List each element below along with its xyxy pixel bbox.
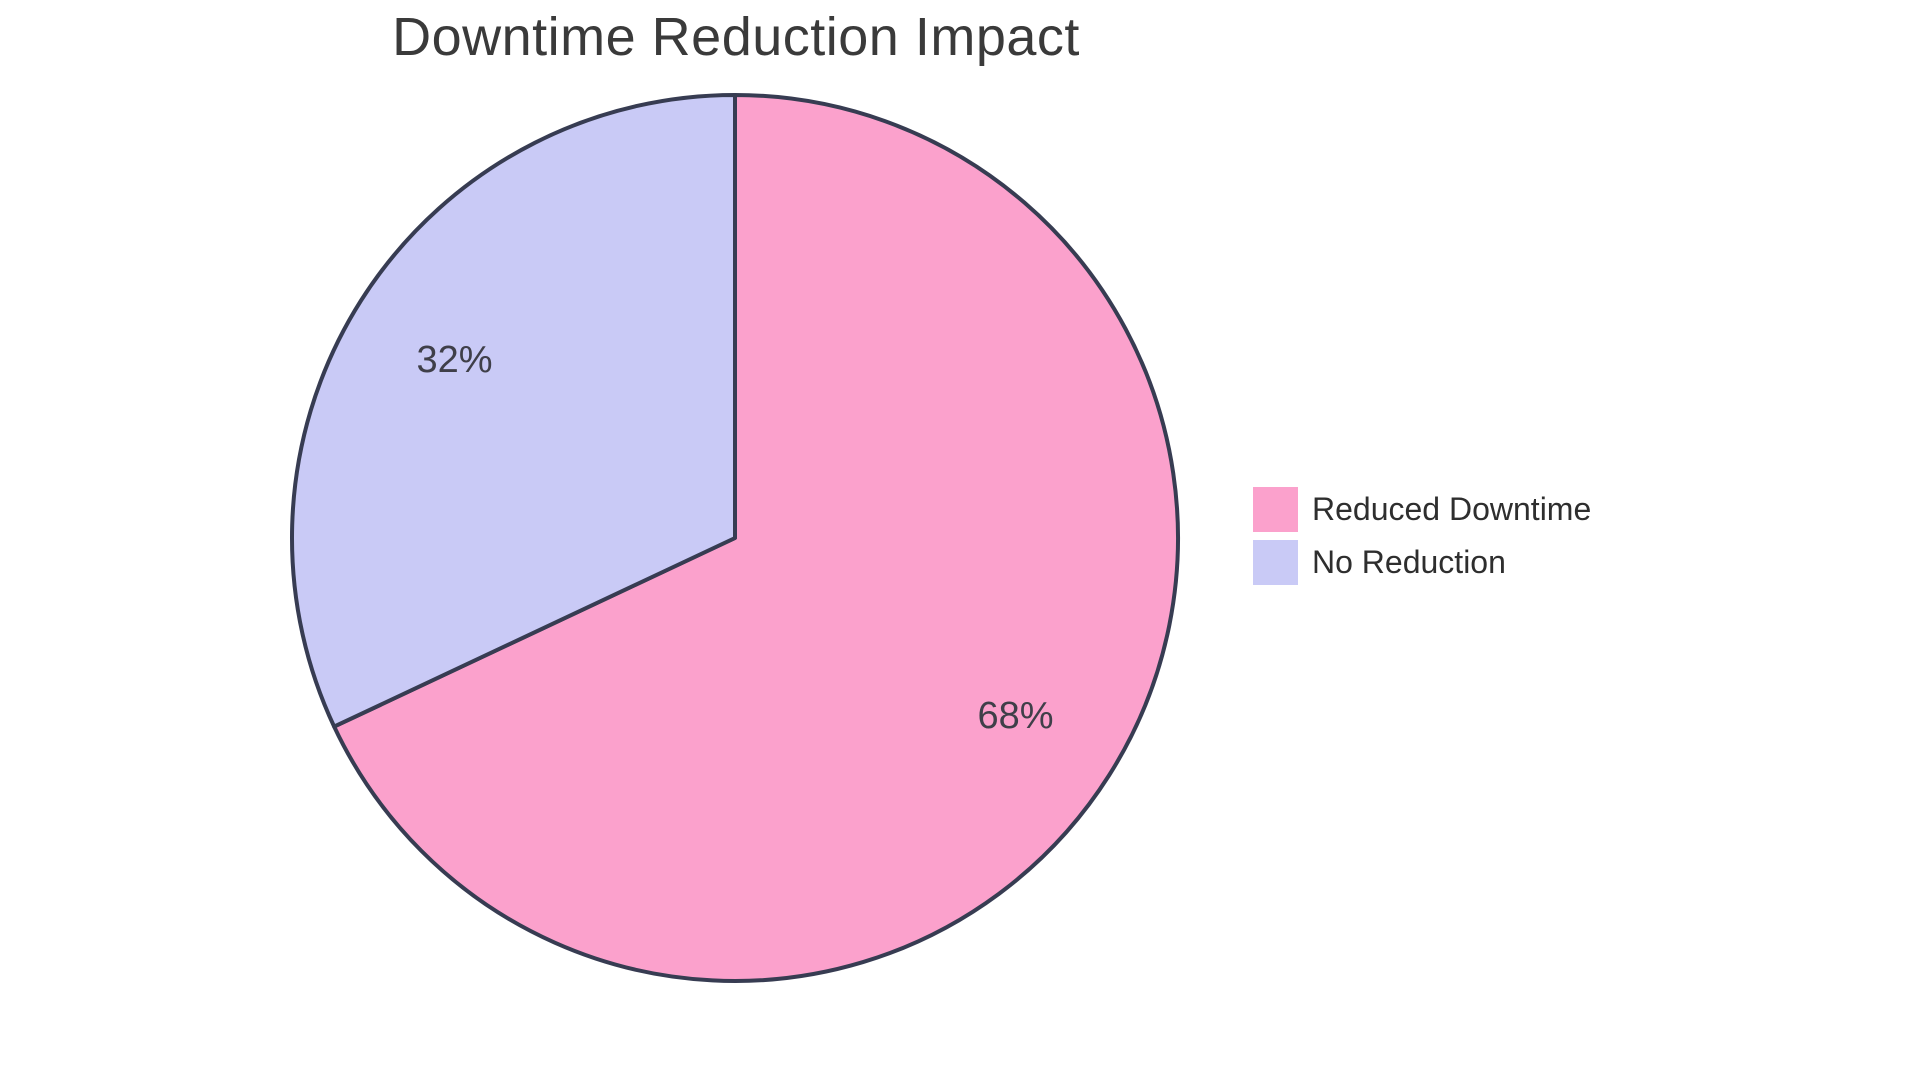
pie-labels-group: 68% 32% — [416, 339, 1053, 737]
legend-label-no-reduction: No Reduction — [1312, 544, 1506, 580]
legend-label-reduced-downtime: Reduced Downtime — [1312, 491, 1592, 527]
legend: Reduced Downtime No Reduction — [1253, 487, 1591, 585]
pie-slice-no-reduction — [290, 93, 737, 729]
slice-value-label-no-reduction: 32% — [416, 339, 492, 381]
legend-item-no-reduction: No Reduction — [1253, 540, 1591, 585]
legend-item-reduced-downtime: Reduced Downtime — [1253, 487, 1591, 532]
pie-slices-group — [290, 93, 1180, 983]
legend-swatch-no-reduction — [1253, 540, 1298, 585]
pie-slice-reduced-downtime — [332, 93, 1180, 983]
chart-title: Downtime Reduction Impact — [392, 7, 1080, 67]
slice-value-label-reduced-downtime: 68% — [977, 695, 1053, 737]
legend-swatch-reduced-downtime — [1253, 487, 1298, 532]
